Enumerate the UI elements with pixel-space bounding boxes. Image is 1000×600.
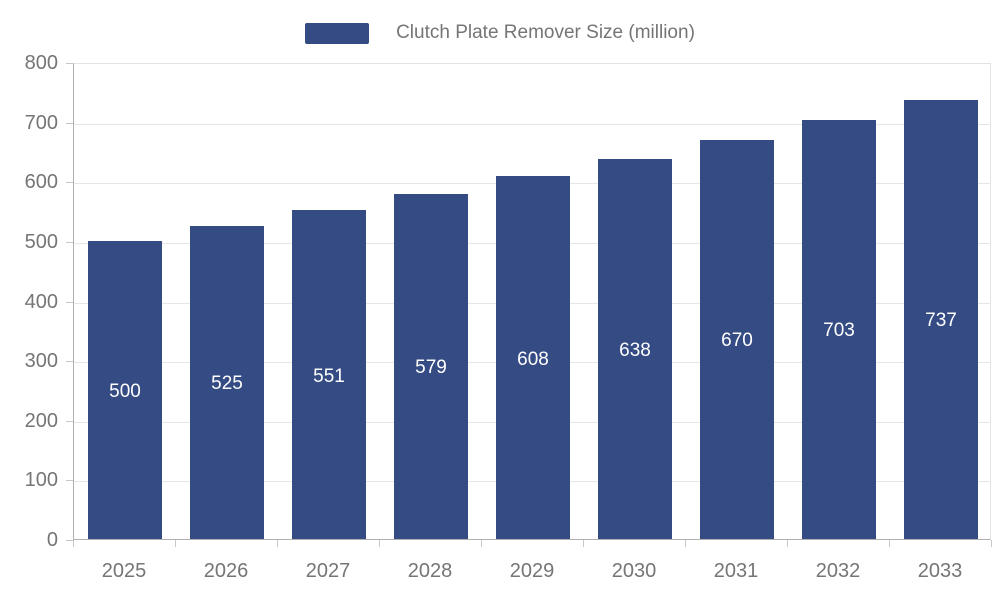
y-axis-tick-label: 700: [24, 111, 58, 134]
y-axis-tick: [66, 301, 73, 303]
x-axis-tick-label: 2027: [305, 560, 351, 582]
x-axis-tick-label: 2030: [611, 560, 657, 582]
y-axis-tick: [66, 241, 73, 243]
bar-2026[interactable]: [190, 225, 264, 539]
y-axis-tick: [66, 63, 73, 64]
x-axis-tick: [889, 540, 890, 547]
x-axis-tick-label: 2028: [407, 560, 453, 582]
bar-2029[interactable]: [496, 176, 570, 539]
bar-2025[interactable]: [88, 240, 162, 539]
x-axis-tick: [73, 540, 74, 547]
y-axis-tick-label: 0: [46, 529, 58, 551]
x-axis-tick: [277, 540, 278, 547]
x-axis-tick-label: 2032: [815, 560, 861, 582]
legend-label: Clutch Plate Remover Size (million): [396, 22, 695, 43]
x-axis-tick: [787, 540, 788, 547]
x-axis-tick-label: 2029: [509, 560, 555, 582]
bar-2028[interactable]: [394, 193, 468, 539]
y-axis-tick: [66, 420, 73, 422]
y-axis-tick: [66, 182, 73, 184]
x-axis-tick-label: 2033: [917, 560, 963, 582]
x-axis-tick: [685, 540, 686, 547]
x-axis-tick: [583, 540, 584, 547]
x-axis-tick: [481, 540, 482, 547]
legend-swatch-icon: [305, 22, 370, 44]
bar-2033[interactable]: [904, 99, 978, 539]
y-axis-tick-label: 100: [24, 469, 58, 492]
bar-2032[interactable]: [802, 119, 876, 539]
x-axis-tick-label: 2026: [203, 560, 249, 582]
chart-legend[interactable]: Clutch Plate Remover Size (million): [0, 19, 1000, 47]
x-axis-tick: [379, 540, 380, 547]
gridline: [74, 123, 990, 125]
x-axis-tick: [991, 540, 992, 547]
bar-2030[interactable]: [598, 158, 672, 539]
bar-2031[interactable]: [700, 139, 774, 539]
y-axis-tick-label: 400: [24, 290, 58, 313]
x-axis-tick-label: 2025: [101, 560, 147, 582]
x-axis-tick-label: 2031: [713, 560, 759, 582]
y-axis-tick-label: 800: [24, 52, 58, 74]
y-axis-tick-label: 500: [24, 230, 58, 253]
y-axis-tick: [66, 480, 73, 482]
plot-area: 500 525 551 579 608 638 670 703 737: [73, 63, 991, 540]
y-axis-tick-label: 600: [24, 171, 58, 194]
bar-2027[interactable]: [292, 210, 366, 539]
y-axis-tick: [66, 540, 73, 541]
y-axis-tick-label: 300: [24, 350, 58, 373]
y-axis-tick: [66, 122, 73, 124]
x-axis-tick: [175, 540, 176, 547]
y-axis-tick: [66, 361, 73, 363]
y-axis-tick-label: 200: [24, 409, 58, 432]
